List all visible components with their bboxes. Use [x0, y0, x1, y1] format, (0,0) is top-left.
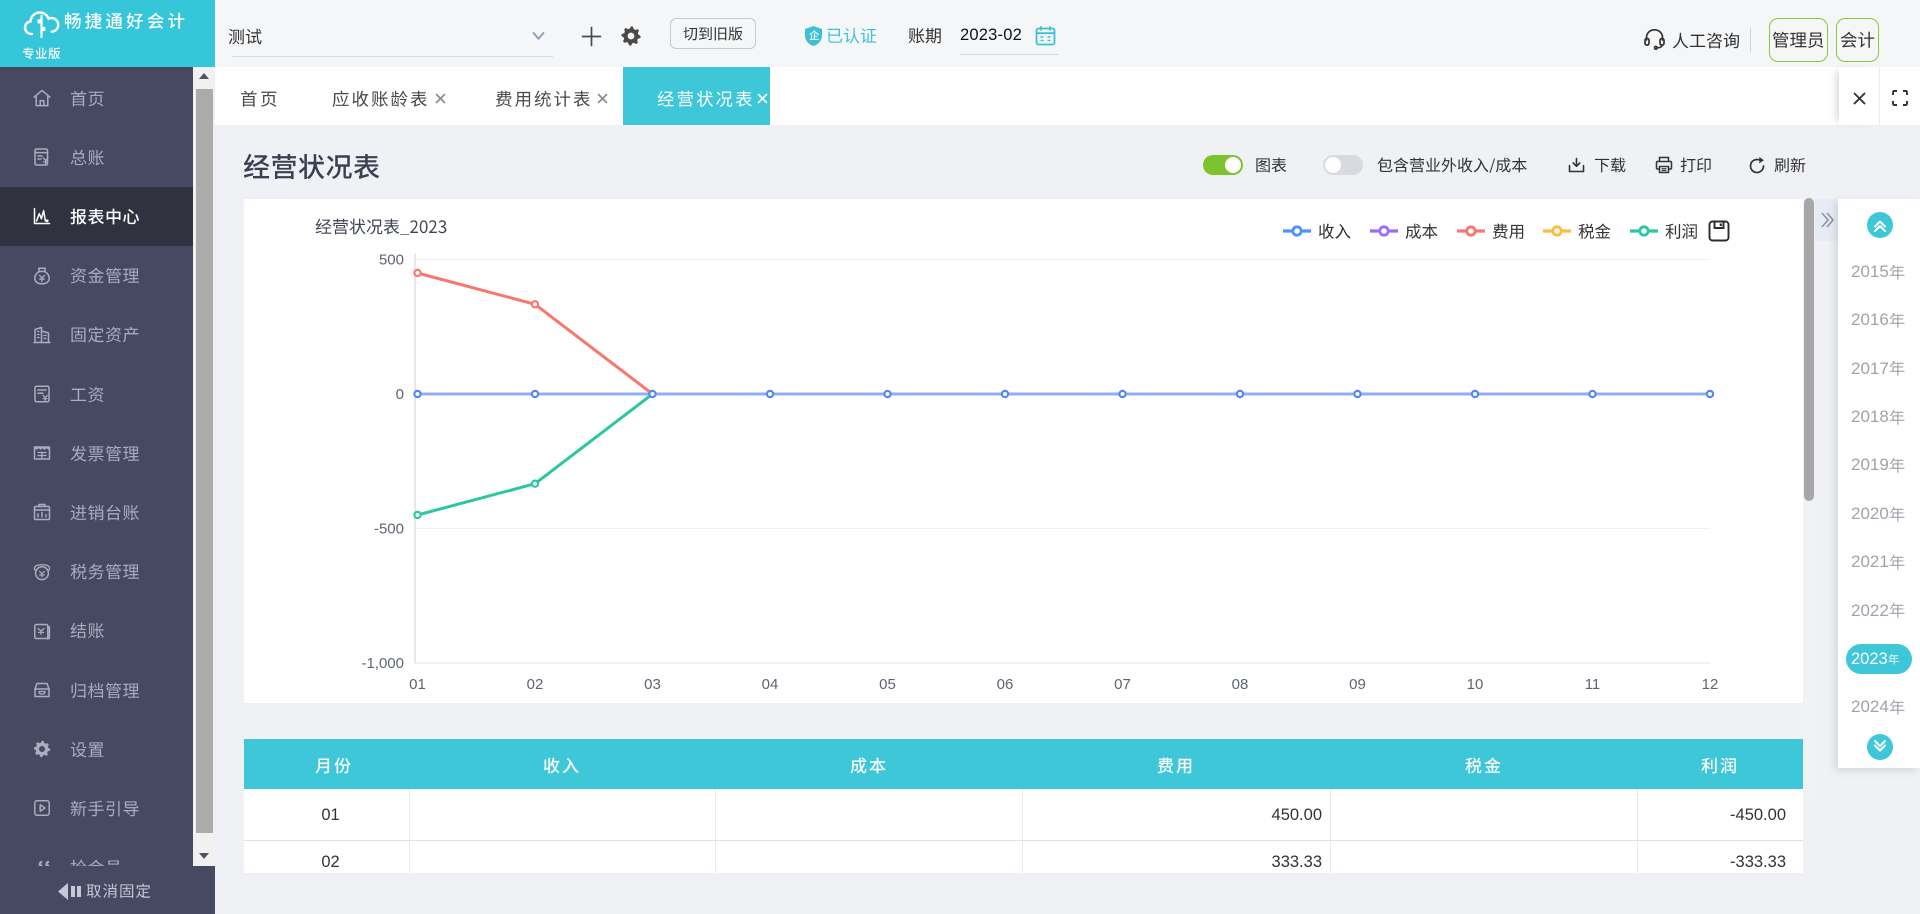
svg-text:10: 10 — [1467, 676, 1484, 693]
svg-text:11: 11 — [1585, 676, 1601, 693]
svg-text:12: 12 — [1702, 676, 1719, 693]
svg-text:03: 03 — [644, 676, 661, 693]
svg-text:01: 01 — [409, 676, 426, 693]
svg-text:-500: -500 — [374, 521, 404, 538]
svg-text:-1,000: -1,000 — [361, 655, 404, 672]
svg-text:09: 09 — [1349, 676, 1366, 693]
svg-text:08: 08 — [1232, 676, 1249, 693]
svg-text:04: 04 — [762, 676, 779, 693]
svg-text:06: 06 — [997, 676, 1014, 693]
svg-text:05: 05 — [879, 676, 896, 693]
svg-text:0: 0 — [396, 386, 404, 403]
svg-text:500: 500 — [379, 252, 404, 269]
svg-text:07: 07 — [1114, 676, 1131, 693]
svg-text:02: 02 — [527, 676, 544, 693]
